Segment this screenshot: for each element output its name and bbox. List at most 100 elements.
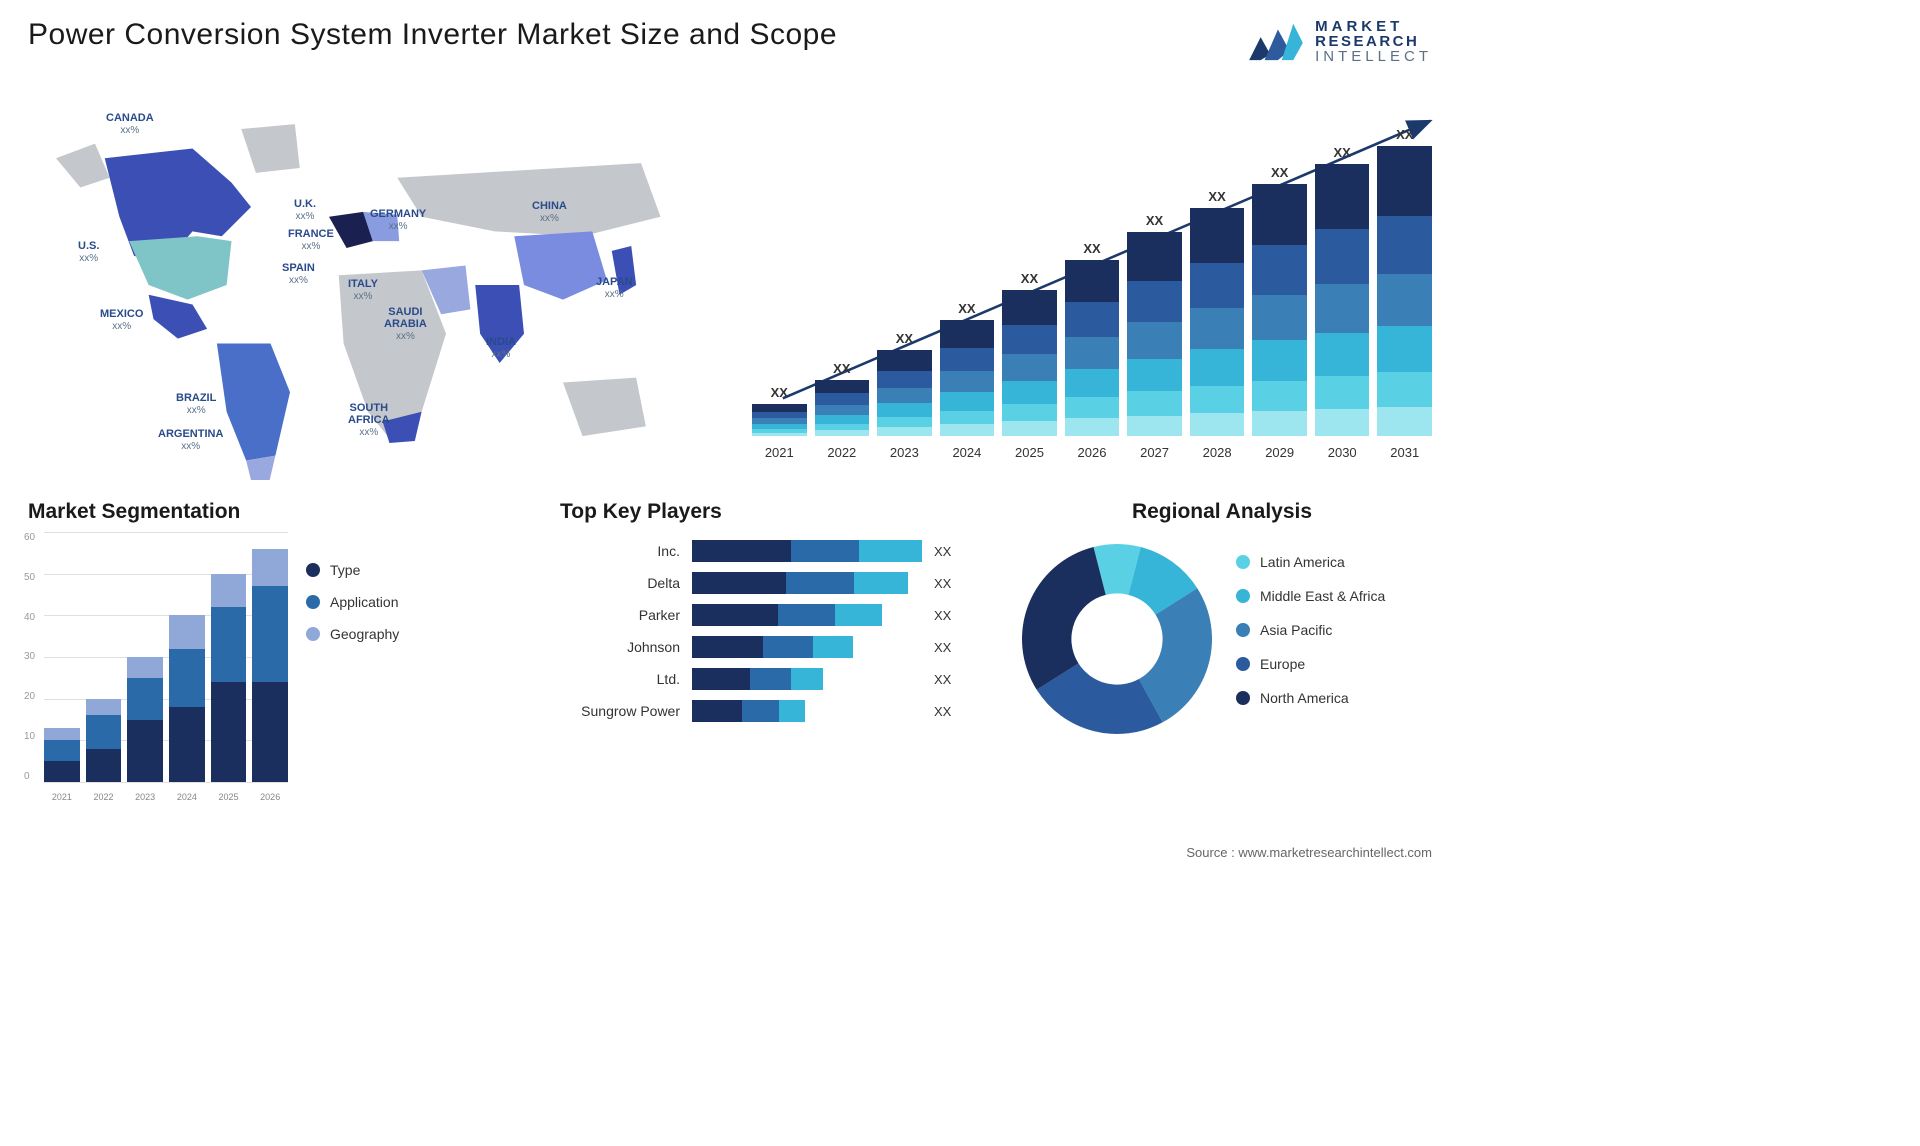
seg-ytick: 50 <box>24 572 35 583</box>
growth-bar-2030: XX <box>1315 145 1370 436</box>
growth-value-label: XX <box>1208 189 1225 204</box>
growth-segment <box>1252 184 1307 244</box>
map-label-mexico: MEXICOxx% <box>100 308 143 332</box>
regional-panel: Regional Analysis Latin AmericaMiddle Ea… <box>1012 500 1432 820</box>
seg-ytick: 20 <box>24 691 35 702</box>
growth-segment <box>1377 326 1432 372</box>
players-panel: Top Key Players Inc.XXDeltaXXParkerXXJoh… <box>560 500 980 820</box>
player-segment <box>778 604 836 626</box>
map-label-france: FRANCExx% <box>288 228 334 252</box>
growth-segment <box>1315 409 1370 436</box>
growth-segment <box>1377 407 1432 436</box>
player-row: Ltd.XX <box>560 668 980 690</box>
region-legend-item: Latin America <box>1236 554 1385 570</box>
player-bar <box>692 540 922 562</box>
seg-legend-item: Application <box>306 594 399 610</box>
growth-segment <box>815 430 870 436</box>
map-region-aus <box>563 378 646 437</box>
seg-xtick: 2024 <box>169 792 205 802</box>
legend-label: Middle East & Africa <box>1260 588 1385 604</box>
segmentation-panel: Market Segmentation 6050403020100 202120… <box>28 500 448 820</box>
growth-segment <box>877 388 932 403</box>
growth-segment <box>1252 295 1307 340</box>
growth-chart-panel: XXXXXXXXXXXXXXXXXXXXXX 20212022202320242… <box>752 90 1432 460</box>
growth-segment <box>815 393 870 404</box>
segmentation-title: Market Segmentation <box>28 500 448 524</box>
player-row: ParkerXX <box>560 604 980 626</box>
map-label-sauthnafrica: SOUTHAFRICAxx% <box>348 402 390 438</box>
donut-slice-north-america <box>1022 547 1106 690</box>
growth-segment <box>1065 337 1120 369</box>
player-row: JohnsonXX <box>560 636 980 658</box>
seg-bar-2021 <box>44 728 80 782</box>
seg-ytick: 30 <box>24 651 35 662</box>
seg-xtick: 2026 <box>252 792 288 802</box>
map-region-china <box>514 231 607 299</box>
growth-segment <box>1190 308 1245 349</box>
growth-segment <box>815 415 870 424</box>
seg-segment <box>127 657 163 678</box>
player-segment <box>750 668 792 690</box>
growth-segment <box>877 403 932 417</box>
player-name: Ltd. <box>560 671 680 687</box>
growth-segment <box>815 380 870 393</box>
map-label-india: INDIAxx% <box>486 336 516 360</box>
player-segment <box>786 572 854 594</box>
growth-segment <box>1127 322 1182 359</box>
growth-year-label: 2031 <box>1377 445 1432 460</box>
growth-segment <box>1002 354 1057 380</box>
map-label-uk: U.K.xx% <box>294 198 316 222</box>
seg-segment <box>211 682 247 782</box>
growth-segment <box>1065 418 1120 436</box>
player-segment <box>692 572 786 594</box>
players-title: Top Key Players <box>560 500 980 524</box>
growth-value-label: XX <box>1396 127 1413 142</box>
regional-legend: Latin AmericaMiddle East & AfricaAsia Pa… <box>1236 554 1385 724</box>
region-legend-item: Middle East & Africa <box>1236 588 1385 604</box>
growth-value-label: XX <box>1334 145 1351 160</box>
map-label-argentina: ARGENTINAxx% <box>158 428 223 452</box>
segmentation-legend: TypeApplicationGeography <box>306 562 399 802</box>
seg-segment <box>169 707 205 782</box>
growth-bar-2024: XX <box>940 301 995 436</box>
seg-segment <box>44 761 80 782</box>
legend-dot-icon <box>306 563 320 577</box>
map-label-italy: ITALYxx% <box>348 278 378 302</box>
growth-segment <box>940 424 995 436</box>
seg-segment <box>86 749 122 782</box>
player-segment <box>813 636 853 658</box>
player-bar <box>692 572 922 594</box>
growth-segment <box>815 405 870 415</box>
logo-line1: MARKET <box>1315 19 1432 34</box>
legend-label: Application <box>330 594 399 610</box>
map-label-china: CHINAxx% <box>532 200 567 224</box>
growth-value-label: XX <box>958 301 975 316</box>
seg-bar-2026 <box>252 549 288 782</box>
map-label-saudinarabia: SAUDIARABIAxx% <box>384 306 427 342</box>
growth-year-label: 2027 <box>1127 445 1182 460</box>
seg-segment <box>169 649 205 707</box>
growth-segment <box>1190 386 1245 413</box>
growth-segment <box>1127 281 1182 322</box>
seg-xtick: 2025 <box>211 792 247 802</box>
growth-segment <box>1190 208 1245 263</box>
logo-line3: INTELLECT <box>1315 49 1432 64</box>
world-map-panel: CANADAxx%U.S.xx%MEXICOxx%BRAZILxx%ARGENT… <box>28 90 708 480</box>
growth-segment <box>1377 274 1432 326</box>
player-name: Inc. <box>560 543 680 559</box>
growth-year-label: 2026 <box>1065 445 1120 460</box>
growth-segment <box>752 404 807 412</box>
map-label-germany: GERMANYxx% <box>370 208 426 232</box>
player-segment <box>692 636 763 658</box>
growth-segment <box>940 392 995 411</box>
player-value-label: XX <box>934 544 951 559</box>
player-bar <box>692 668 922 690</box>
player-segment <box>692 700 742 722</box>
map-region-na2 <box>129 236 231 299</box>
growth-segment <box>1252 340 1307 380</box>
map-label-japan: JAPANxx% <box>596 276 632 300</box>
seg-xtick: 2023 <box>127 792 163 802</box>
legend-dot-icon <box>306 627 320 641</box>
player-row: Sungrow PowerXX <box>560 700 980 722</box>
legend-label: Europe <box>1260 656 1305 672</box>
